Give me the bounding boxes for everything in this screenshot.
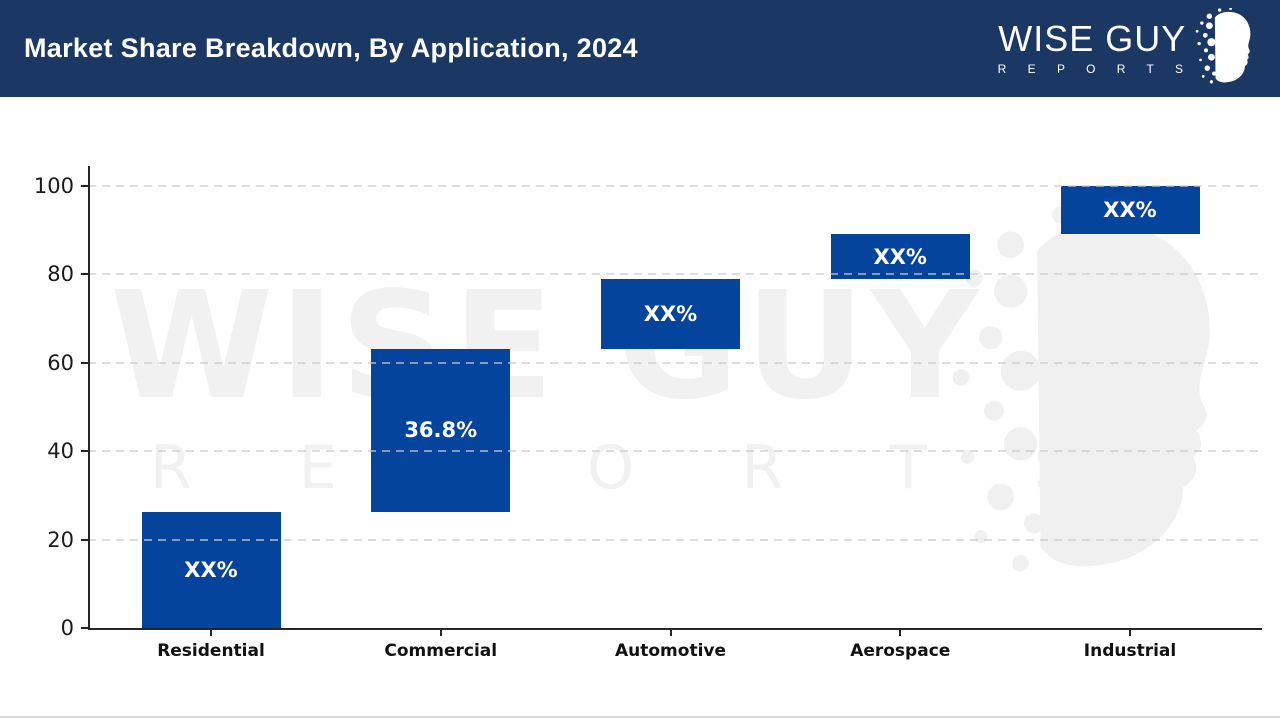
x-tick-label-aerospace: Aerospace: [850, 641, 951, 661]
x-tick-label-residential: Residential: [157, 641, 265, 661]
y-tick-mark: [81, 185, 88, 187]
bottom-border-line: [0, 716, 1280, 718]
gridline: [88, 450, 1258, 453]
y-tick-mark: [81, 538, 88, 541]
y-tick-label: 40: [47, 439, 74, 464]
bar-commercial: [371, 349, 511, 512]
bar-industrial: [1060, 186, 1200, 235]
brand-wordmark: WISE GUY R E P O R T S: [993, 18, 1192, 77]
x-axis-line: [88, 628, 1262, 630]
wiseguy-head-icon: [1186, 6, 1256, 90]
bar-residential: [141, 511, 281, 628]
x-tick-label-commercial: Commercial: [384, 641, 498, 661]
x-tick-mark: [439, 628, 442, 636]
brand-logo: WISE GUY R E P O R T S: [993, 6, 1256, 90]
x-tick-mark: [1129, 628, 1131, 636]
bar-automotive: [601, 279, 740, 350]
bar-value-label: XX%: [1103, 198, 1157, 223]
brand-wordmark-line1: WISE GUY: [998, 18, 1187, 59]
gridline: [88, 538, 1258, 541]
x-tick-mark: [669, 628, 672, 636]
header-bar: Market Share Breakdown, By Application, …: [0, 0, 1280, 97]
y-tick-label: 20: [47, 527, 74, 552]
y-tick-mark: [81, 361, 88, 364]
watermark-head-icon: [898, 201, 1236, 603]
bar-value-label: XX%: [643, 302, 698, 327]
y-tick-label: 60: [47, 350, 74, 375]
x-tick-label-industrial: Industrial: [1083, 641, 1177, 661]
bar-value-label: XX%: [184, 557, 238, 582]
brand-wordmark-line2: R E P O R T S: [997, 62, 1192, 76]
page-title: Market Share Breakdown, By Application, …: [24, 33, 638, 63]
y-tick-label: 100: [33, 174, 74, 198]
x-tick-mark: [899, 628, 902, 636]
x-tick-mark: [210, 628, 212, 636]
y-tick-mark: [81, 450, 88, 453]
y-tick-mark: [81, 273, 88, 276]
gridline: [88, 361, 1258, 364]
x-tick-label-automotive: Automotive: [614, 641, 727, 661]
bar-aerospace: [830, 234, 970, 280]
bar-value-label: XX%: [873, 244, 927, 269]
bar-value-label: 36.8%: [404, 418, 478, 443]
y-axis-line: [88, 166, 90, 630]
y-tick-label: 0: [60, 616, 74, 640]
watermark-wordmark: WISE GUY: [110, 260, 985, 432]
y-tick-label: 80: [47, 262, 74, 287]
y-tick-mark: [81, 627, 88, 629]
gridline: [88, 185, 1258, 187]
gridline: [88, 273, 1258, 276]
